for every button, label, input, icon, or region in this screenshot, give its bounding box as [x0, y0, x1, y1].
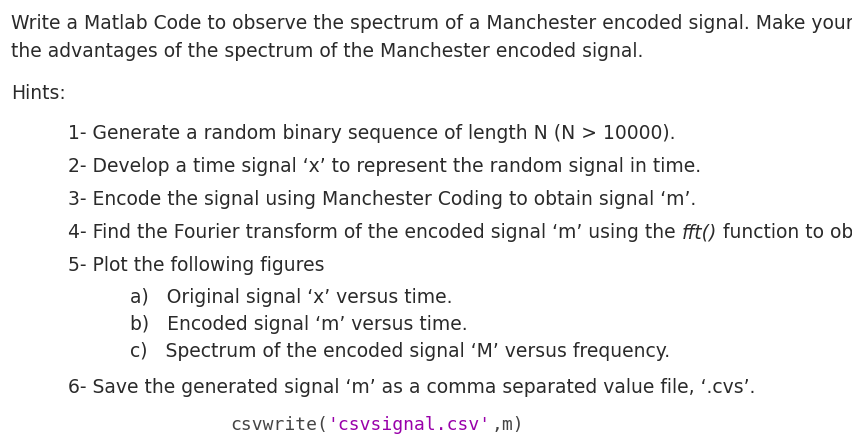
Text: 4- Find the Fourier transform of the encoded signal ‘m’ using the: 4- Find the Fourier transform of the enc…	[68, 223, 682, 242]
Text: ,m): ,m)	[491, 416, 524, 434]
Text: 6- Save the generated signal ‘m’ as a comma separated value file, ‘.cvs’.: 6- Save the generated signal ‘m’ as a co…	[68, 378, 756, 397]
Text: function to obtain ‘M’.: function to obtain ‘M’.	[717, 223, 852, 242]
Text: 'csvsignal.csv': 'csvsignal.csv'	[328, 416, 491, 434]
Text: 5- Plot the following figures: 5- Plot the following figures	[68, 256, 325, 275]
Text: fft(): fft()	[682, 223, 717, 242]
Text: 2- Develop a time signal ‘x’ to represent the random signal in time.: 2- Develop a time signal ‘x’ to represen…	[68, 157, 701, 176]
Text: b)   Encoded signal ‘m’ versus time.: b) Encoded signal ‘m’ versus time.	[130, 315, 468, 334]
Text: 1- Generate a random binary sequence of length N (N > 10000).: 1- Generate a random binary sequence of …	[68, 124, 676, 143]
Text: 3- Encode the signal using Manchester Coding to obtain signal ‘m’.: 3- Encode the signal using Manchester Co…	[68, 190, 696, 209]
Text: Hints:: Hints:	[11, 84, 66, 103]
Text: csvwrite(: csvwrite(	[230, 416, 328, 434]
Text: c)   Spectrum of the encoded signal ‘M’ versus frequency.: c) Spectrum of the encoded signal ‘M’ ve…	[130, 342, 671, 361]
Text: a)   Original signal ‘x’ versus time.: a) Original signal ‘x’ versus time.	[130, 288, 452, 307]
Text: Write a Matlab Code to observe the spectrum of a Manchester encoded signal. Make: Write a Matlab Code to observe the spect…	[11, 14, 852, 33]
Text: the advantages of the spectrum of the Manchester encoded signal.: the advantages of the spectrum of the Ma…	[11, 42, 643, 61]
